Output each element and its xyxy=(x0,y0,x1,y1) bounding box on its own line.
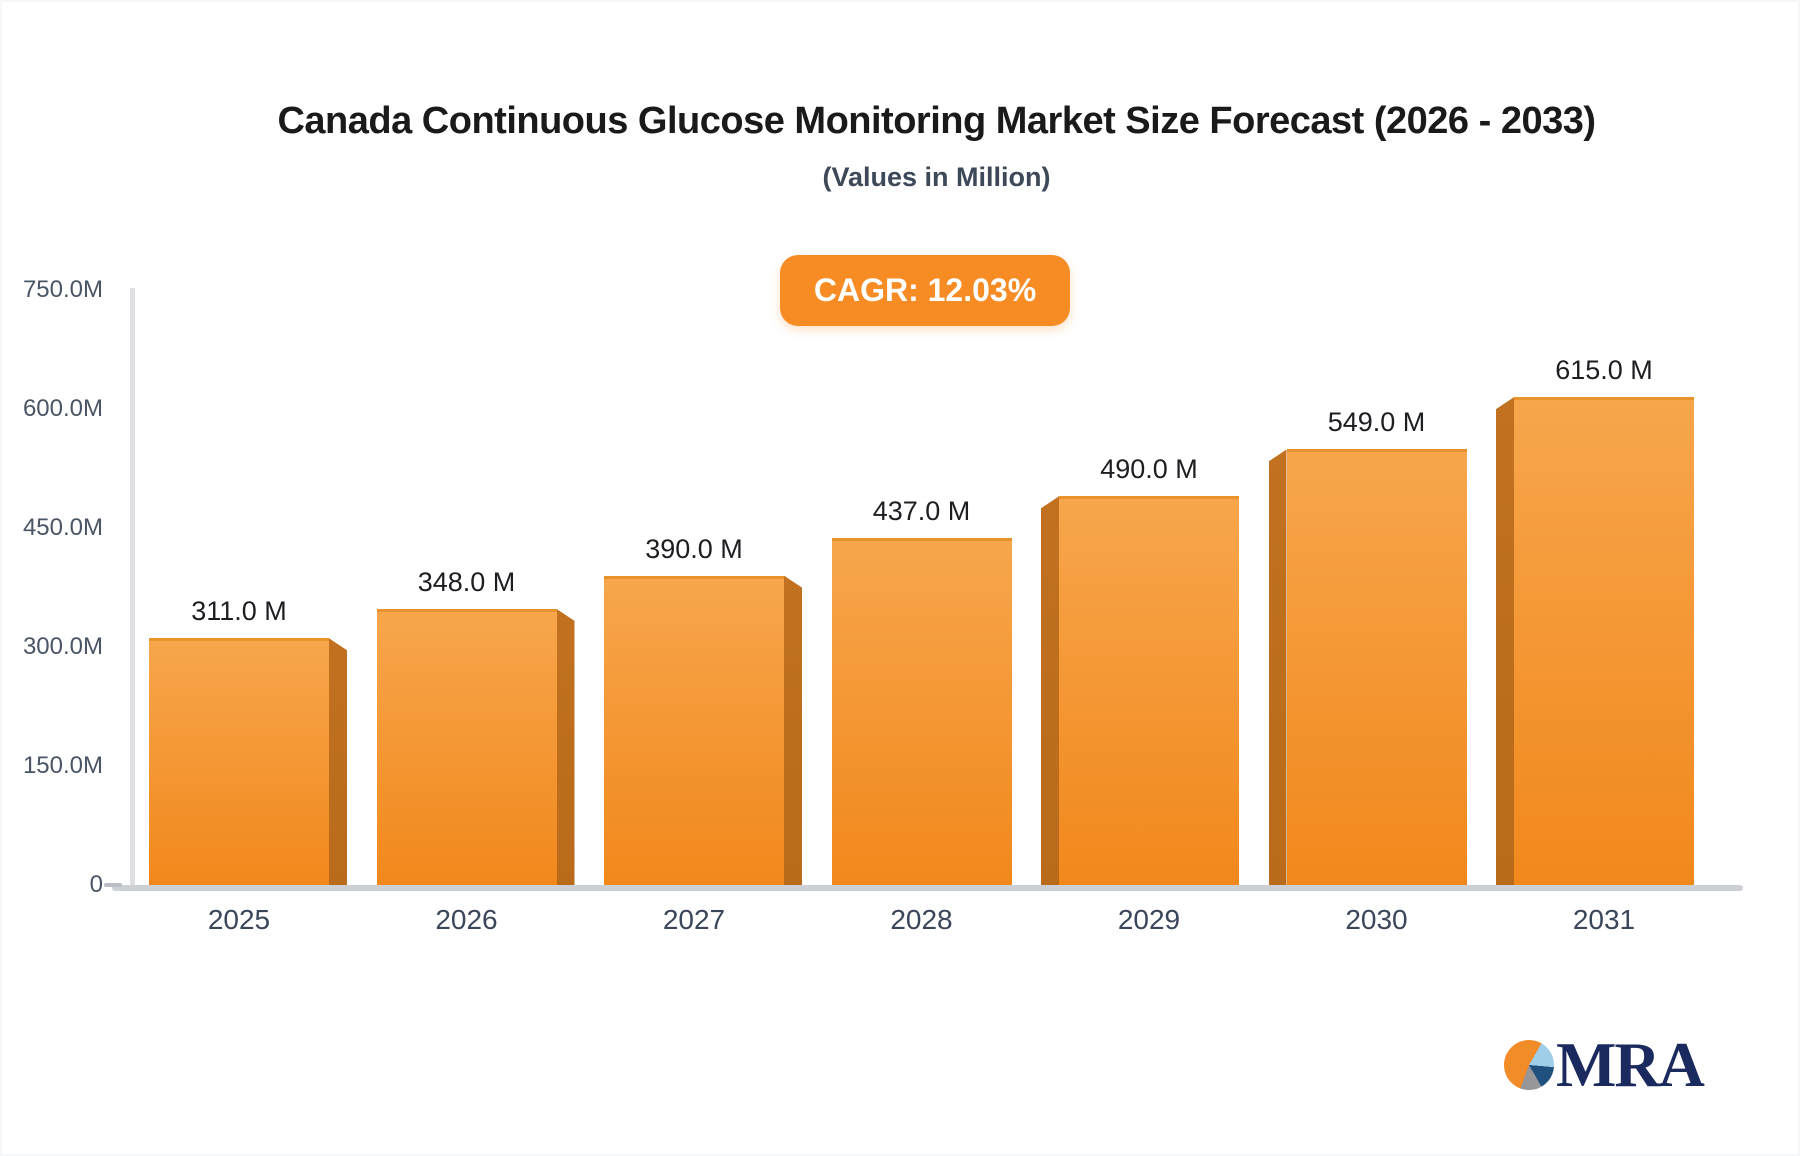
x-axis-tick-label: 2031 xyxy=(1572,904,1636,935)
x-axis-tick-label: 2025 xyxy=(207,904,271,935)
y-axis-tick-label: 750.0M xyxy=(22,276,103,303)
y-axis-tick-label: 300.0M xyxy=(22,633,103,660)
bar-2029 xyxy=(1059,496,1239,885)
x-axis-tick-label: 2029 xyxy=(1117,904,1181,935)
bar-value-label: 490.0 M xyxy=(1100,454,1198,485)
bar-3d-side xyxy=(1041,496,1059,885)
bar-2031 xyxy=(1514,397,1694,885)
brand-logo-text: MRA xyxy=(1556,1029,1705,1100)
x-axis-tick-label: 2026 xyxy=(435,904,498,935)
bar-3d-side xyxy=(1496,397,1514,885)
pie-chart-logo-icon xyxy=(1504,1040,1554,1090)
x-axis-baseline xyxy=(112,885,1743,891)
bar-3d-side xyxy=(329,638,347,885)
bar-2027 xyxy=(604,575,784,885)
x-axis-tick-label: 2028 xyxy=(890,904,953,935)
y-axis-tick-label: 150.0M xyxy=(22,752,103,779)
bar-3d-side xyxy=(556,608,575,885)
y-axis-tick-label: 450.0M xyxy=(22,514,103,541)
cagr-badge: CAGR: 12.03% xyxy=(780,255,1070,326)
zero-tick-mark xyxy=(104,883,122,887)
bar-3d-side xyxy=(784,575,802,885)
bar-2025 xyxy=(149,638,329,885)
bar-value-label: 437.0 M xyxy=(872,496,971,527)
bar-value-label: 615.0 M xyxy=(1555,355,1653,386)
bar-2030 xyxy=(1286,449,1467,885)
bar-value-label: 348.0 M xyxy=(417,566,516,597)
bar-2028 xyxy=(831,538,1012,885)
y-axis-tick-label: 600.0M xyxy=(22,395,103,422)
bar-value-label: 549.0 M xyxy=(1327,407,1426,438)
x-axis-tick-label: 2030 xyxy=(1345,904,1408,935)
bar-2026 xyxy=(376,608,557,885)
bar-value-label: 390.0 M xyxy=(645,533,743,564)
x-axis-tick-label: 2027 xyxy=(662,904,726,935)
bar-value-label: 311.0 M xyxy=(191,596,287,627)
y-axis-line xyxy=(130,288,135,885)
y-axis-tick-label: 0 xyxy=(89,871,103,898)
chart-subtitle: (Values in Million) xyxy=(822,162,1051,192)
bar-3d-side xyxy=(1268,449,1287,885)
brand-logo: MRA xyxy=(1504,1029,1705,1100)
chart-title: Canada Continuous Glucose Monitoring Mar… xyxy=(277,100,1596,142)
